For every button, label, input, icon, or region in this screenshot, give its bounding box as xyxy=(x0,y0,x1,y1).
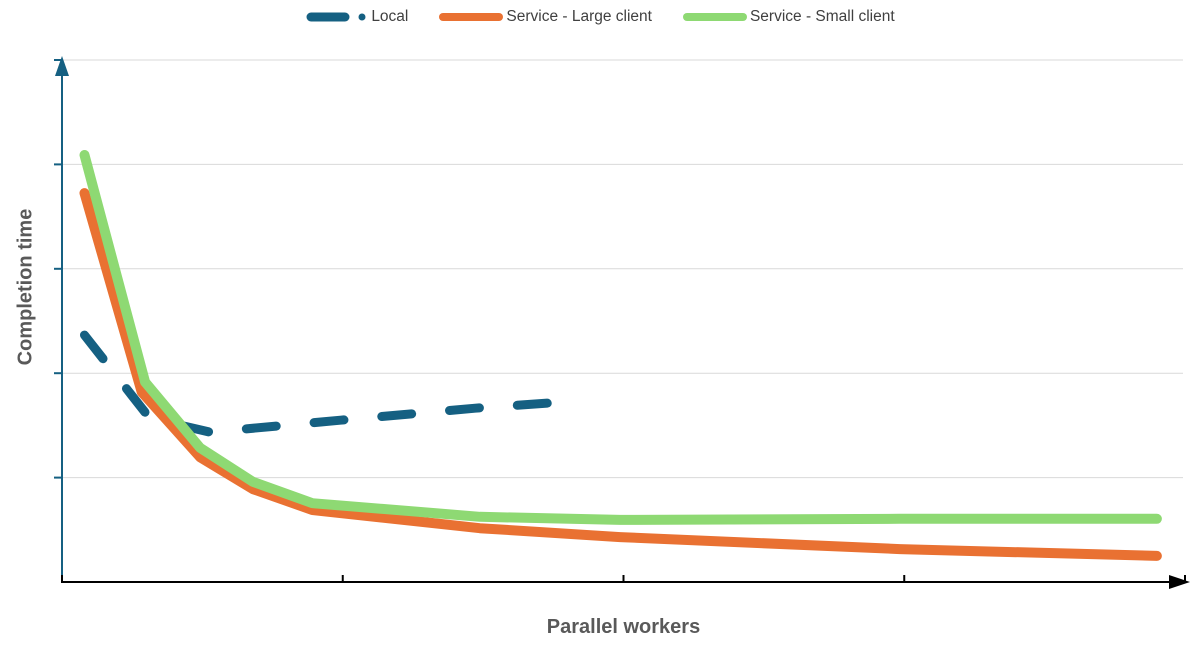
series-line-local xyxy=(80,330,570,437)
service-large-client-line-swatch-icon xyxy=(439,13,504,21)
legend-item-service-small-client: Service - Small client xyxy=(682,5,895,29)
legend-item-service-large-client: Service - Large client xyxy=(438,5,652,29)
series-line-service-large-client xyxy=(79,188,1162,561)
local-dash-dot-swatch-icon xyxy=(306,12,366,22)
y-axis-title: Completion time xyxy=(14,208,37,366)
chart-legend: Local Service - Large client Service - S… xyxy=(0,5,1200,29)
y-axis-arrow-icon xyxy=(55,56,69,76)
series-line-service-small-client xyxy=(79,150,1162,525)
legend-label-local: Local xyxy=(371,8,409,25)
service-small-client-line-swatch-icon xyxy=(682,13,747,21)
legend-label-service-small-client: Service - Small client xyxy=(749,8,895,25)
x-axis-title: Parallel workers xyxy=(546,616,701,638)
legend-item-local: Local xyxy=(305,5,408,29)
legend-label-service-large-client: Service - Large client xyxy=(506,8,652,25)
x-axis-arrow-icon xyxy=(1169,575,1190,589)
